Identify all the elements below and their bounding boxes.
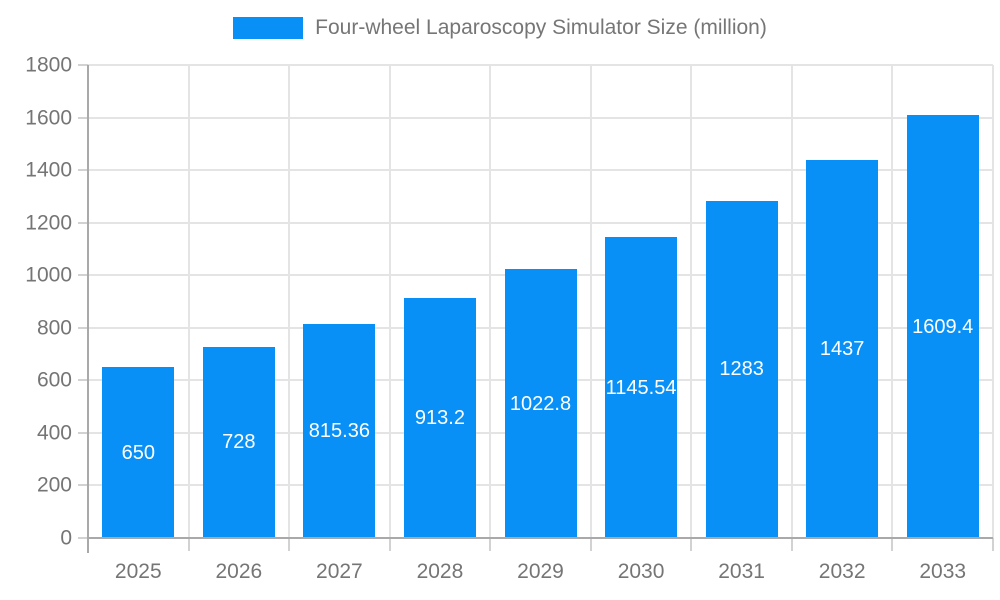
h-gridline [88, 64, 993, 66]
x-axis-tick [992, 538, 994, 551]
x-axis-line [88, 537, 993, 539]
x-axis-tick [690, 538, 693, 551]
y-axis-tick [78, 221, 88, 224]
x-axis-tick [891, 538, 894, 551]
y-axis-tick-label: 800 [36, 316, 72, 340]
x-axis-tick-label: 2026 [215, 560, 263, 583]
bar-2031[interactable] [705, 200, 778, 538]
x-axis-tick [288, 538, 291, 551]
y-axis-tick [78, 537, 88, 539]
x-axis-tick-label: 2031 [718, 560, 765, 583]
v-gridline [388, 65, 391, 538]
v-gridline [891, 65, 894, 538]
y-axis-tick [78, 169, 88, 172]
y-axis-tick-label: 1800 [25, 53, 72, 77]
legend-label: Four-wheel Laparoscopy Simulator Size (m… [315, 16, 767, 39]
legend[interactable]: Four-wheel Laparoscopy Simulator Size (m… [0, 16, 1000, 40]
v-gridline [489, 65, 492, 538]
y-axis-tick [78, 326, 88, 329]
bar-2028[interactable] [403, 298, 476, 538]
x-axis-tick-label: 2030 [617, 560, 665, 583]
y-axis-tick [78, 484, 88, 487]
y-axis-tick [78, 274, 88, 277]
bar-2029[interactable] [504, 269, 577, 538]
x-axis-tick [790, 538, 793, 551]
bar-2025[interactable] [102, 367, 175, 538]
v-gridline [288, 65, 291, 538]
v-gridline [790, 65, 793, 538]
v-gridline [992, 65, 994, 538]
bar-2027[interactable] [303, 323, 376, 538]
h-gridline [88, 221, 993, 224]
y-axis-tick-label: 400 [36, 421, 72, 445]
y-axis-tick [78, 431, 88, 434]
y-axis-tick-label: 0 [60, 526, 72, 550]
bar-2032[interactable] [806, 160, 879, 538]
y-axis-tick [78, 379, 88, 382]
y-axis-tick-label: 200 [36, 473, 72, 497]
y-axis-tick [78, 64, 88, 66]
x-axis-tick-label: 2025 [114, 560, 162, 583]
bar-2030[interactable] [605, 236, 678, 538]
x-axis-tick [187, 538, 190, 551]
x-axis-tick [388, 538, 391, 551]
y-axis-tick [78, 116, 88, 119]
x-axis-tick-label: 2032 [818, 560, 866, 583]
x-axis-tick-label: 2027 [316, 560, 363, 583]
x-axis-tick-label: 2029 [517, 560, 564, 583]
v-gridline [187, 65, 190, 538]
legend-swatch-icon [233, 17, 304, 39]
x-axis-tick [589, 538, 592, 551]
plot-area: 0 200 400 600 800 1000 1200 1400 1600 1800 650 2025… [25, 55, 994, 582]
x-axis-tick [489, 538, 492, 551]
y-axis-tick-label: 1600 [25, 106, 72, 130]
h-gridline [88, 169, 993, 172]
y-axis-tick-label: 1400 [25, 158, 72, 182]
h-gridline [88, 116, 993, 119]
v-gridline [690, 65, 693, 538]
y-axis-tick-label: 1200 [25, 211, 72, 235]
bar-2026[interactable] [202, 346, 275, 538]
y-axis-tick-label: 1000 [25, 263, 72, 287]
y-axis-tick-label: 600 [36, 368, 72, 392]
x-axis-tick-label: 2028 [416, 560, 464, 583]
bar-2033[interactable] [906, 115, 979, 538]
v-gridline [589, 65, 592, 538]
y-axis-line [87, 65, 89, 553]
x-axis-tick-label: 2033 [919, 560, 967, 583]
